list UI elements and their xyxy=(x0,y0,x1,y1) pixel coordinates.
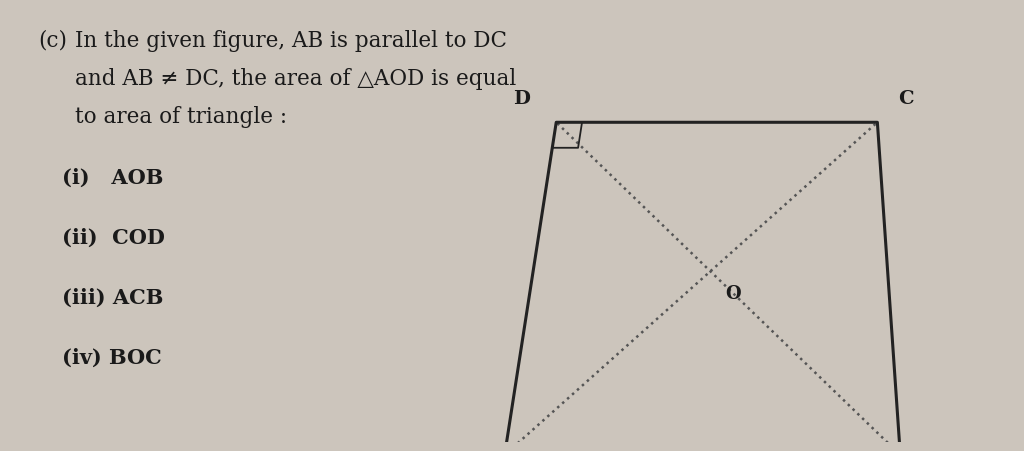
Text: O: O xyxy=(725,285,741,303)
Text: D: D xyxy=(513,90,530,108)
Text: (iv) BOC: (iv) BOC xyxy=(62,348,162,368)
Text: (ii)  COD: (ii) COD xyxy=(62,228,165,248)
Text: (i)   AOB: (i) AOB xyxy=(62,168,164,188)
Text: to area of triangle :: to area of triangle : xyxy=(75,106,287,128)
Text: (c): (c) xyxy=(38,30,67,52)
Text: (iii) ACB: (iii) ACB xyxy=(62,288,164,308)
Text: and AB ≠ DC, the area of △AOD is equal: and AB ≠ DC, the area of △AOD is equal xyxy=(75,68,516,90)
Text: C: C xyxy=(898,90,913,108)
Text: In the given figure, AB is parallel to DC: In the given figure, AB is parallel to D… xyxy=(75,30,507,52)
